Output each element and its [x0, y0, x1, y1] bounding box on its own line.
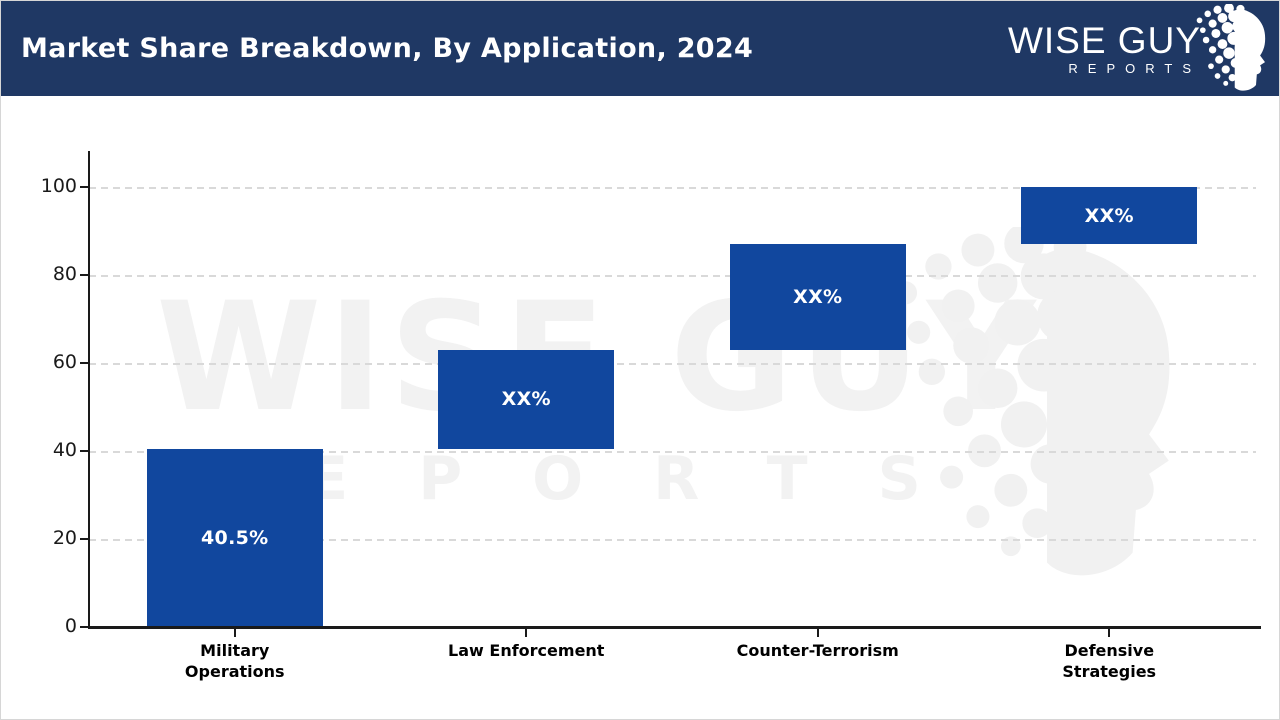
bar-military-operations: 40.5%: [146, 448, 323, 627]
logo-line2: REPORTS: [1068, 60, 1201, 76]
y-tick-label-60: 60: [52, 351, 77, 373]
x-category-label-military-operations: Military Operations: [184, 641, 285, 681]
wiseguy-logo: WISE GUY REPORTS: [1008, 4, 1271, 94]
gridline-20: [89, 539, 1256, 541]
bar-value-label: XX%: [501, 388, 551, 411]
y-tick-mark: [80, 450, 89, 452]
wiseguy-head-icon: [1187, 4, 1271, 94]
y-tick-mark: [80, 538, 89, 540]
x-category-label-counter-terrorism: Counter-Terrorism: [736, 641, 899, 660]
y-tick-label-0: 0: [64, 615, 77, 637]
chart-title: Market Share Breakdown, By Application, …: [21, 33, 754, 64]
x-category-label-defensive-strategies: Defensive Strategies: [1062, 641, 1157, 681]
y-tick-label-40: 40: [52, 439, 77, 461]
bar-counter-terrorism: XX%: [729, 244, 906, 350]
gridline-60: [89, 363, 1256, 365]
bar-defensive-strategies: XX%: [1021, 187, 1198, 245]
bar-value-label: XX%: [793, 285, 843, 308]
y-tick-mark: [80, 274, 89, 276]
gridline-100: [89, 187, 1256, 189]
gridline-40: [89, 451, 1256, 453]
y-tick-mark: [80, 186, 89, 188]
bar-value-label: 40.5%: [201, 526, 269, 549]
x-axis-line: [88, 626, 1261, 629]
x-tick-mark: [816, 629, 819, 637]
y-tick-label-100: 100: [40, 175, 77, 197]
y-tick-mark: [80, 626, 89, 628]
x-category-label-law-enforcement: Law Enforcement: [448, 641, 605, 660]
x-tick-mark: [525, 629, 528, 637]
gridline-80: [89, 275, 1256, 277]
y-axis-line: [88, 151, 90, 628]
y-tick-label-20: 20: [52, 527, 77, 549]
watermark-head-icon: [859, 227, 1189, 589]
y-tick-mark: [80, 362, 89, 364]
logo-line1: WISE GUY: [1007, 19, 1201, 61]
x-tick-mark: [1108, 629, 1111, 637]
y-tick-label-80: 80: [52, 263, 77, 285]
logo-wordmark: WISE GUY REPORTS: [1008, 22, 1201, 76]
bar-value-label: XX%: [1084, 204, 1134, 227]
header-bar: Market Share Breakdown, By Application, …: [1, 1, 1279, 96]
bar-law-enforcement: XX%: [438, 349, 615, 449]
x-tick-mark: [233, 629, 236, 637]
